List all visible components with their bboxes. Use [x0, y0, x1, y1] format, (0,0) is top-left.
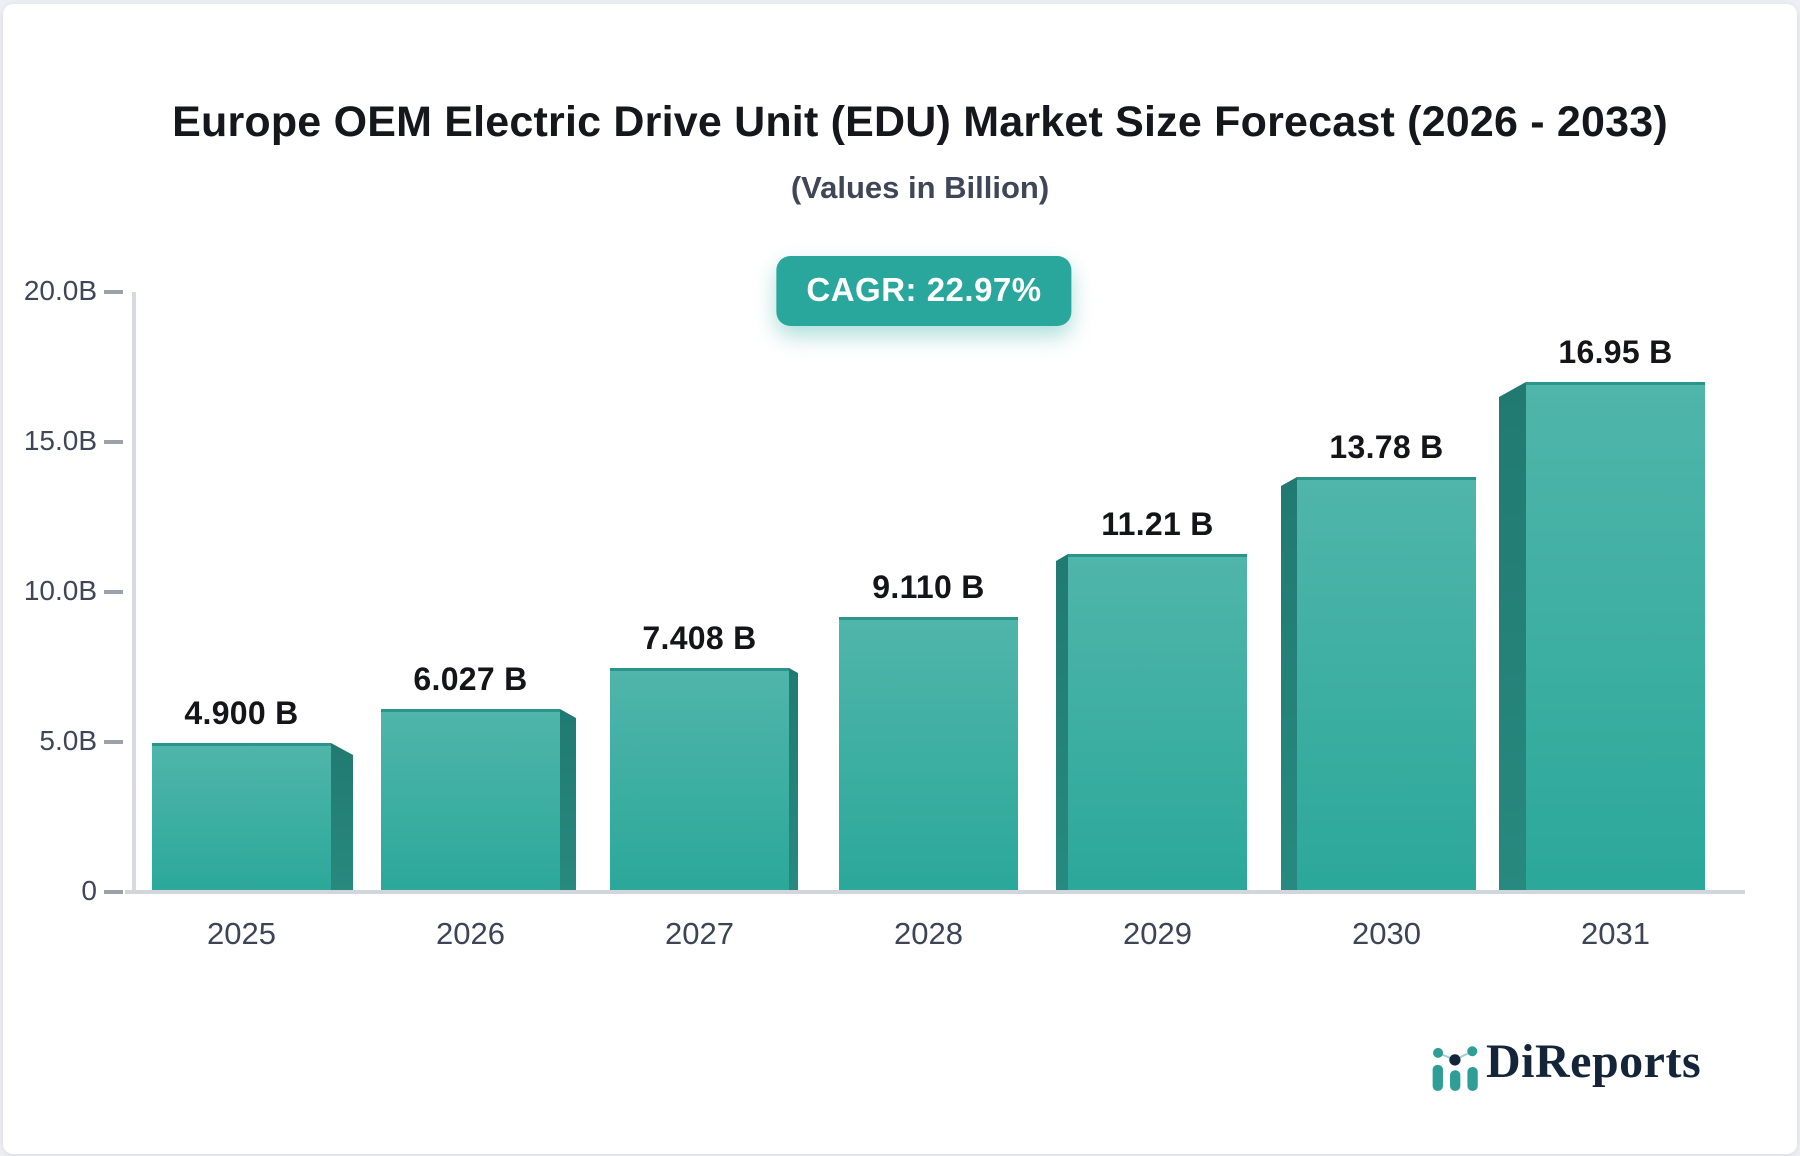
bar-2025[interactable] — [152, 743, 331, 890]
y-axis-tick — [104, 440, 123, 444]
x-axis-baseline — [125, 890, 1745, 894]
bar-side-face-2030 — [1281, 477, 1297, 890]
x-axis-label-2031: 2031 — [1581, 916, 1650, 951]
chart-title: Europe OEM Electric Drive Unit (EDU) Mar… — [172, 98, 1668, 146]
bar-value-label-2029: 11.21 B — [1101, 506, 1214, 542]
bar-side-face-2029 — [1056, 554, 1068, 890]
bar-side-face-2031 — [1499, 382, 1526, 890]
y-axis-line — [132, 292, 136, 892]
bar-side-face-2025 — [331, 743, 353, 890]
y-axis-tick-label: 10.0B — [23, 575, 97, 606]
bar-2028[interactable] — [839, 617, 1018, 890]
x-axis-label-2027: 2027 — [665, 916, 734, 951]
y-axis-tick-label: 0 — [81, 875, 97, 906]
y-axis-tick — [104, 290, 123, 294]
cagr-badge: CAGR: 22.97% — [776, 256, 1072, 326]
bar-value-label-2028: 9.110 B — [872, 569, 985, 605]
x-axis-label-2030: 2030 — [1352, 916, 1421, 951]
bar-2030[interactable] — [1297, 477, 1476, 890]
y-axis-tick — [104, 590, 123, 594]
x-axis-label-2028: 2028 — [894, 916, 963, 951]
y-axis-tick — [104, 740, 123, 744]
x-axis-label-2026: 2026 — [436, 916, 505, 951]
x-axis-label-2029: 2029 — [1123, 916, 1192, 951]
x-axis-label-2025: 2025 — [207, 916, 276, 951]
chart-subtitle: (Values in Billion) — [790, 170, 1050, 205]
bar-side-face-2026 — [560, 709, 576, 890]
bar-2026[interactable] — [381, 709, 560, 890]
bar-2031[interactable] — [1526, 382, 1705, 890]
bar-2027[interactable] — [610, 668, 789, 890]
y-axis-tick-label: 5.0B — [39, 725, 97, 756]
bar-side-face-2027 — [789, 668, 798, 890]
bar-2029[interactable] — [1068, 554, 1247, 890]
bar-value-label-2027: 7.408 B — [642, 620, 757, 656]
bar-value-label-2031: 16.95 B — [1558, 334, 1673, 370]
bar-value-label-2030: 13.78 B — [1329, 429, 1444, 465]
y-axis-tick-label: 20.0B — [23, 275, 97, 306]
y-axis-tick-label: 15.0B — [23, 425, 97, 456]
brand-logo: DiReports — [1431, 1035, 1702, 1092]
brand-name: DiReports — [1486, 1035, 1702, 1088]
mini-bar-line-chart-icon — [1432, 1046, 1478, 1091]
y-axis-tick — [104, 890, 123, 894]
bar-value-label-2025: 4.900 B — [184, 695, 299, 731]
chart-card: Europe OEM Electric Drive Unit (EDU) Mar… — [3, 4, 1797, 1154]
bar-value-label-2026: 6.027 B — [413, 661, 528, 697]
